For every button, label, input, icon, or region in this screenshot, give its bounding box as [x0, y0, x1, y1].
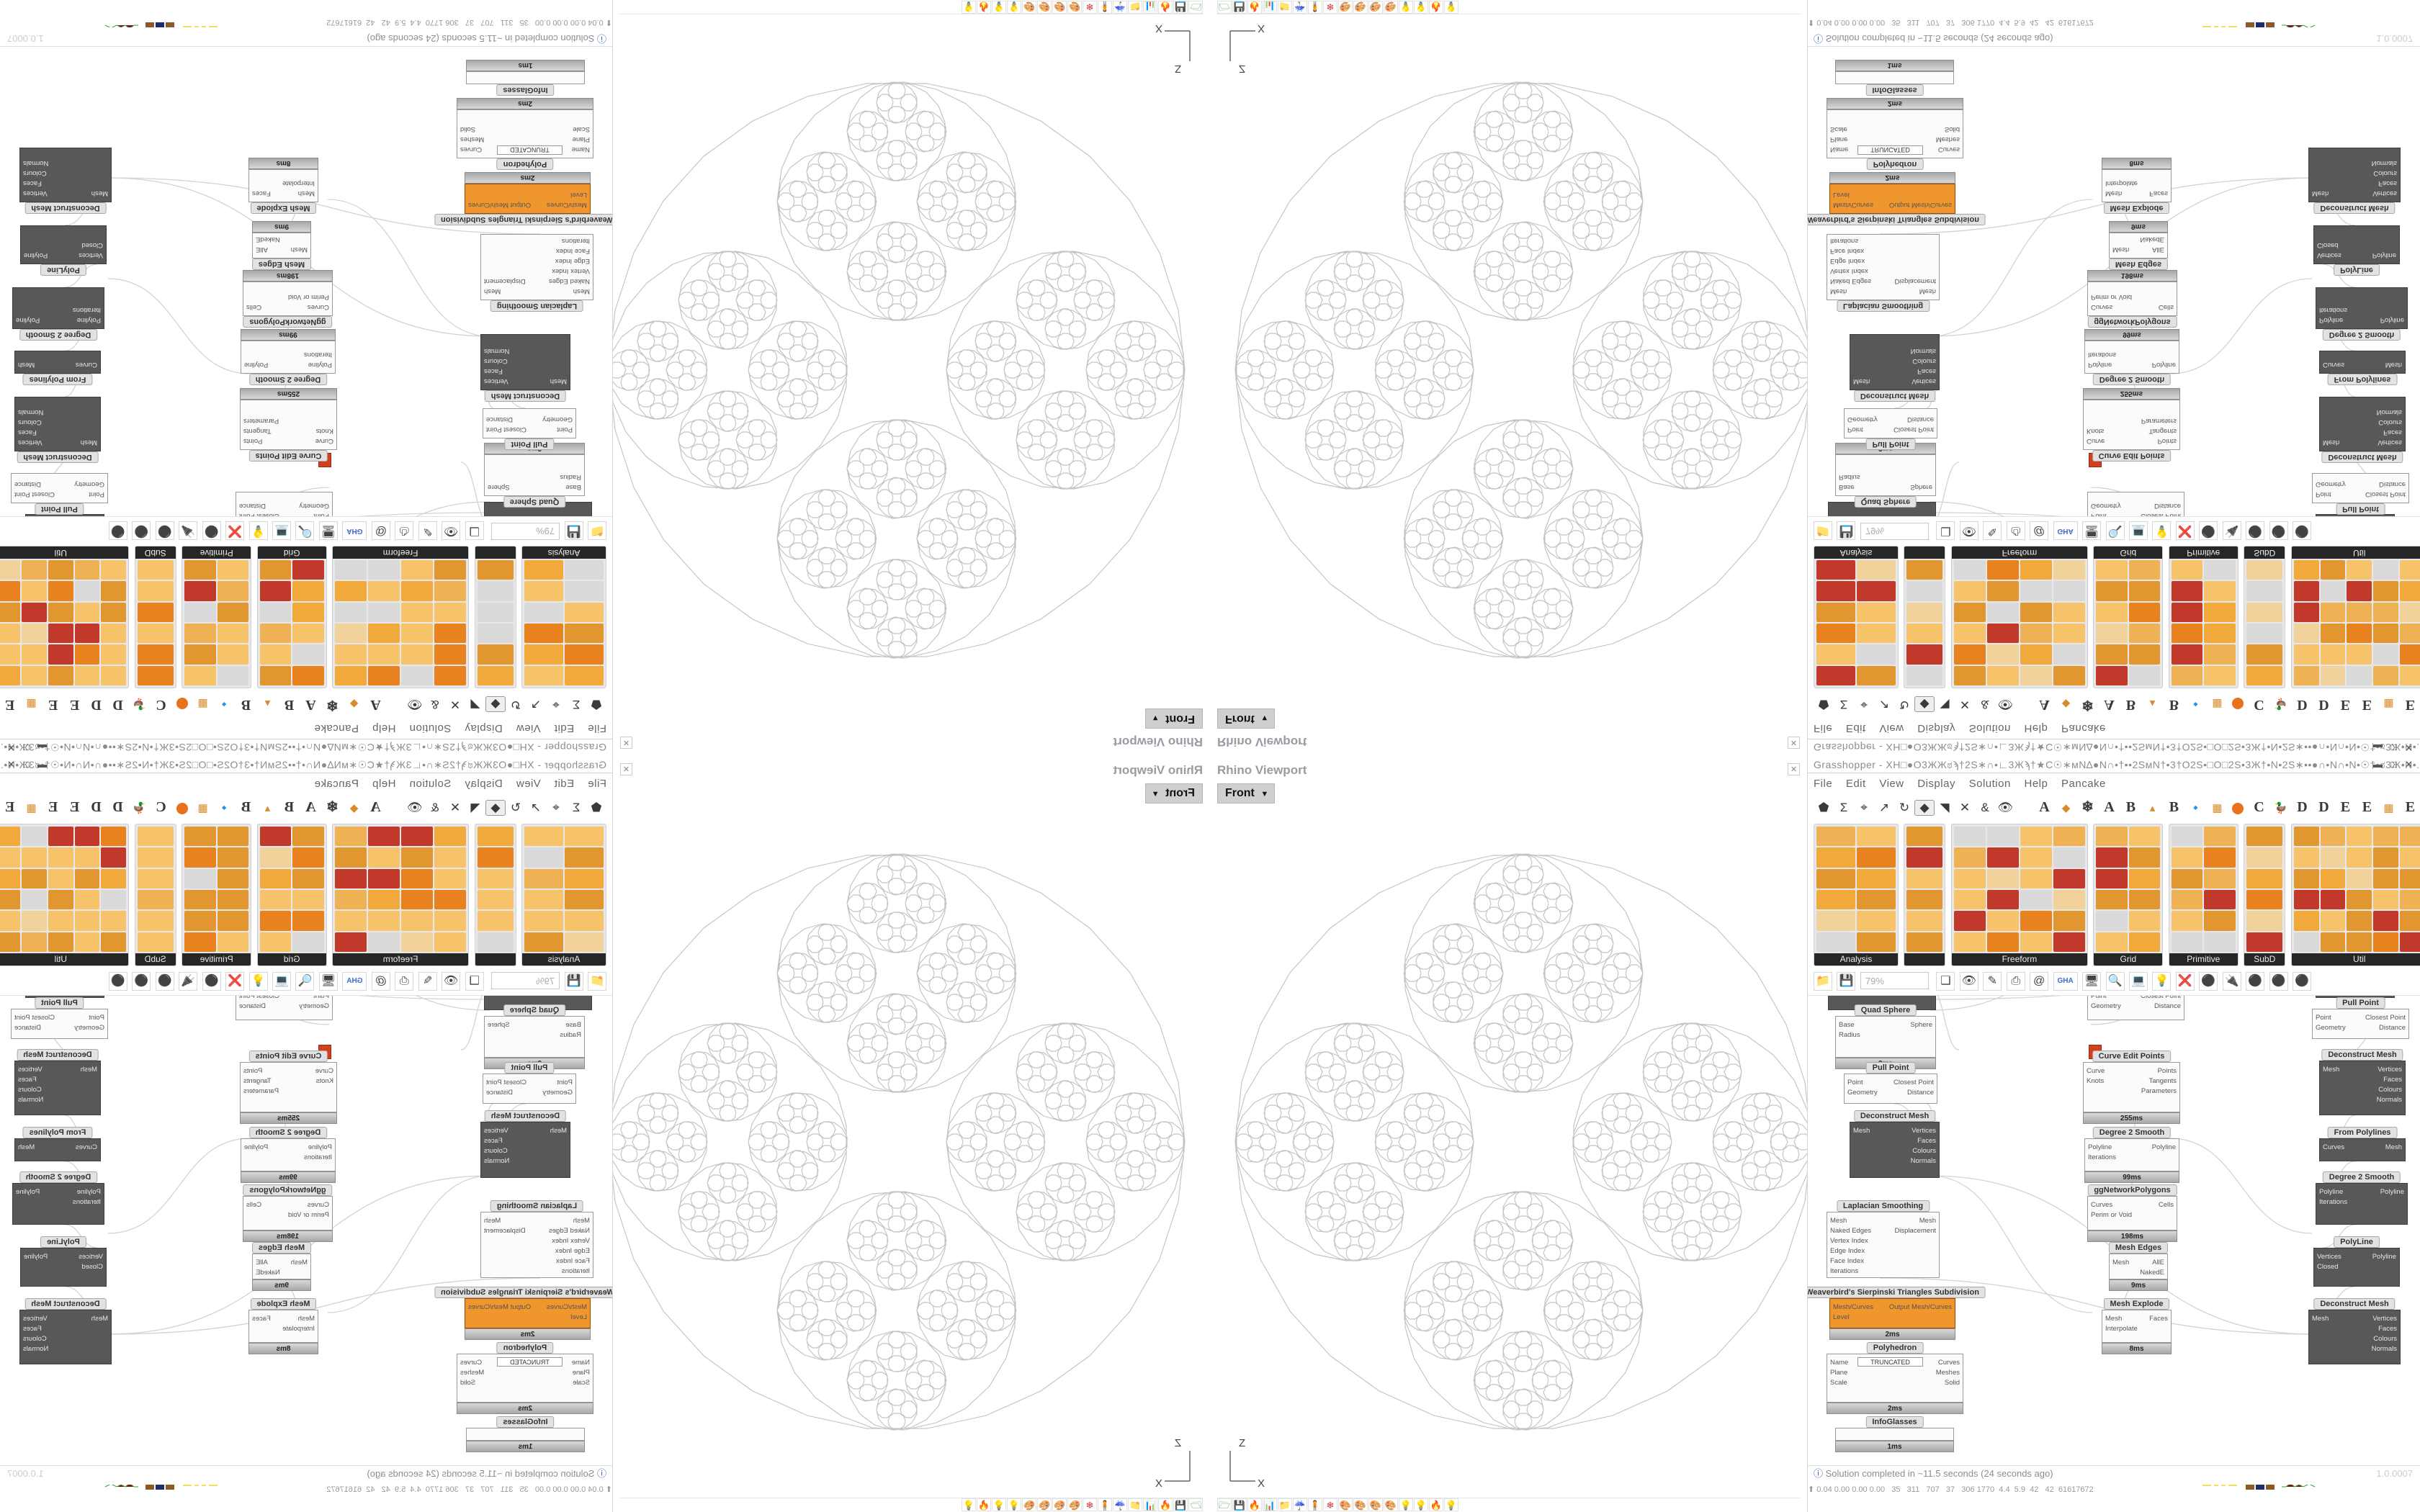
svg-text:X: X	[1258, 24, 1265, 35]
svg-text:X: X	[1258, 1477, 1265, 1488]
svg-text:Z: Z	[1239, 1438, 1245, 1449]
svg-text:Z: Z	[1175, 1438, 1181, 1449]
svg-text:Z: Z	[1175, 63, 1181, 74]
svg-text:X: X	[1155, 1477, 1162, 1488]
svg-text:Z: Z	[1239, 63, 1245, 74]
svg-text:X: X	[1155, 24, 1162, 35]
